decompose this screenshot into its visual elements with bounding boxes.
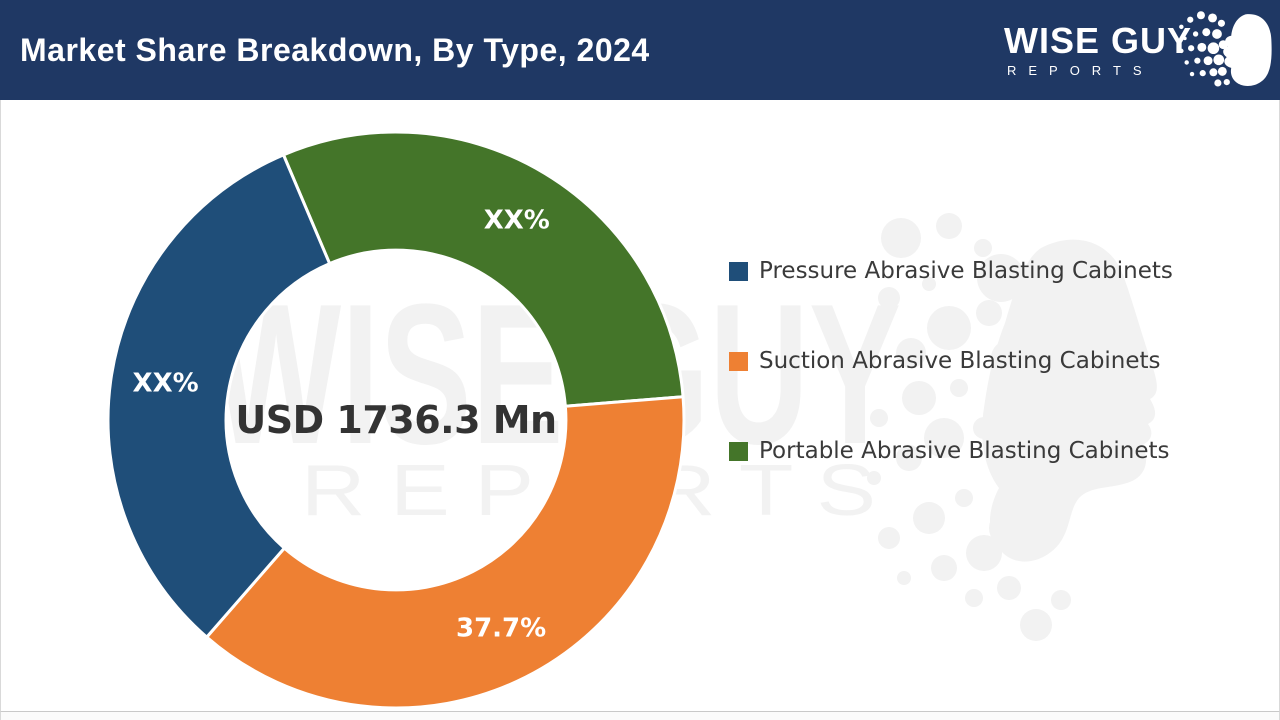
chart-area: WISE GUY R E P O R T S XX%37.7%XX% USD 1… (0, 100, 1280, 711)
segment-label-0: XX% (484, 205, 550, 235)
segment-label-2: XX% (133, 368, 199, 398)
page-title: Market Share Breakdown, By Type, 2024 (20, 31, 650, 68)
logo-head-icon (1179, 11, 1272, 87)
logo-wordmark: WISE GUY REPORTS (1003, 19, 1192, 78)
legend-swatch-suction (729, 351, 748, 371)
bottom-divider (0, 711, 1280, 720)
donut-segment-1 (205, 395, 686, 710)
legend-label-suction: Suction Abrasive Blasting Cabinets (759, 348, 1161, 374)
logo-wordmark-line1: WISE GUY (1003, 19, 1192, 61)
logo-wordmark-line2: REPORTS (1006, 62, 1154, 78)
chart-legend: Pressure Abrasive Blasting Cabinets Suct… (729, 256, 1173, 466)
segment-label-1: 37.7% (456, 613, 546, 643)
header-bar: Market Share Breakdown, By Type, 2024 WI… (0, 0, 1280, 100)
legend-swatch-portable (729, 441, 748, 461)
wise-guy-reports-logo: WISE GUY REPORTS (1004, 6, 1274, 94)
donut-segment-0 (281, 130, 685, 408)
legend-item-pressure: Pressure Abrasive Blasting Cabinets (729, 256, 1173, 286)
legend-label-portable: Portable Abrasive Blasting Cabinets (759, 438, 1170, 464)
donut-chart: XX% 37.7% XX% (106, 130, 686, 710)
legend-label-pressure: Pressure Abrasive Blasting Cabinets (759, 258, 1173, 284)
legend-item-portable: Portable Abrasive Blasting Cabinets (729, 436, 1173, 466)
legend-swatch-pressure (729, 261, 748, 281)
donut-segment-2 (106, 153, 332, 639)
legend-item-suction: Suction Abrasive Blasting Cabinets (729, 346, 1173, 376)
